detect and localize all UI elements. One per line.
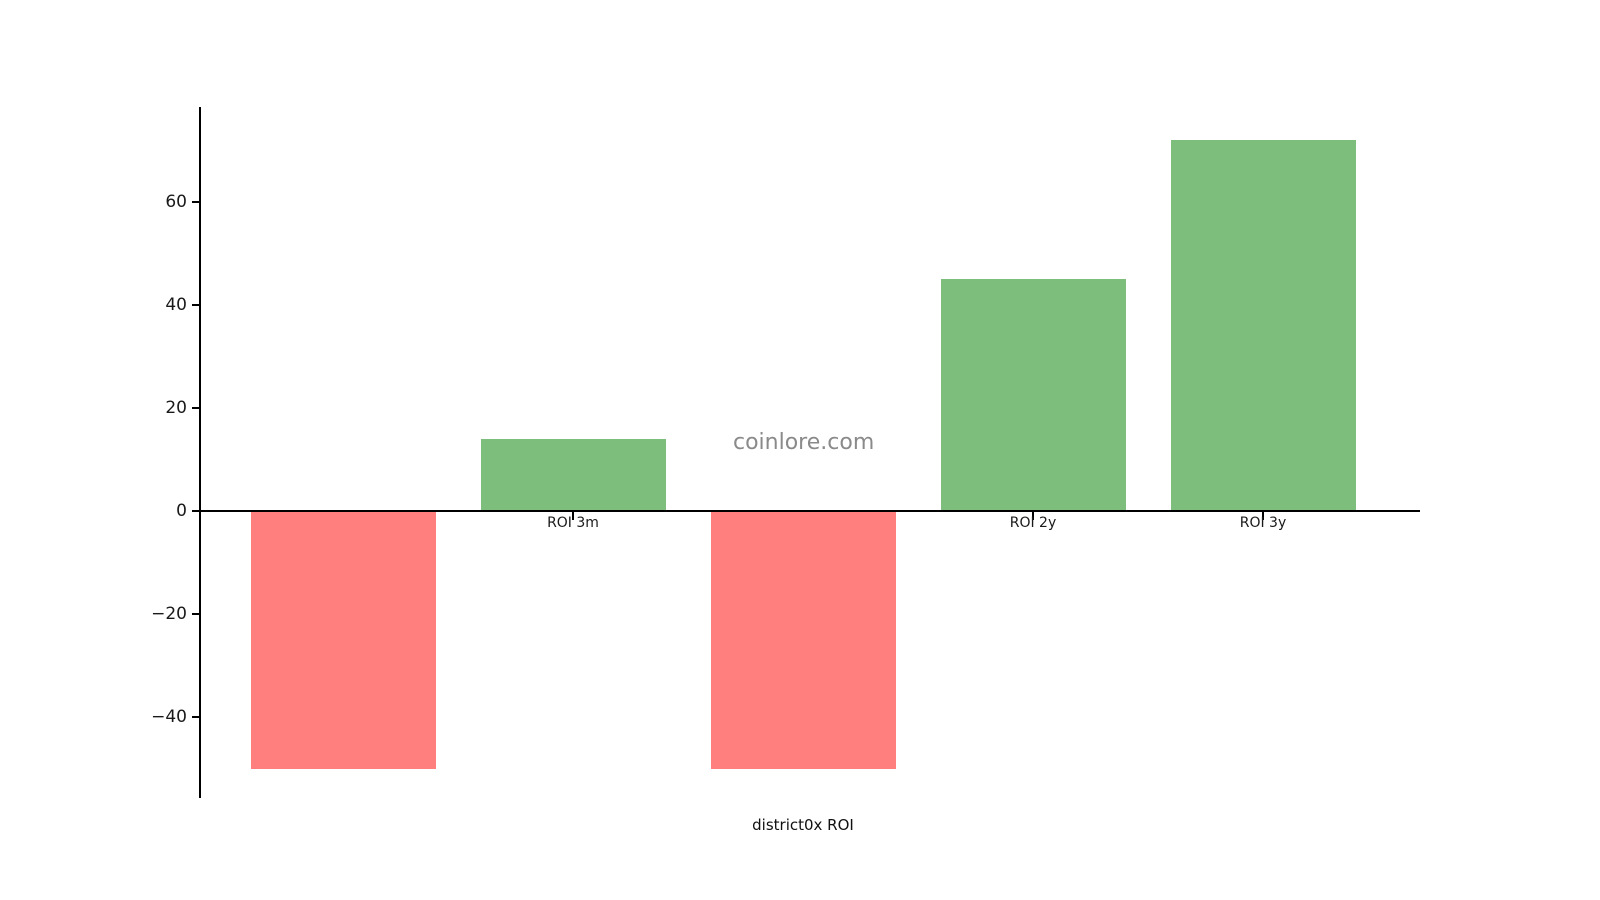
- x-tick-label: ROI 3y: [1239, 515, 1287, 531]
- y-tick: [192, 304, 199, 306]
- bar: [251, 511, 436, 769]
- y-tick: [192, 510, 199, 512]
- bar: [481, 439, 666, 511]
- bar: [1171, 140, 1356, 511]
- x-tick-label: ROI 2y: [1009, 515, 1057, 531]
- x-tick-label: ROI 3m: [547, 515, 599, 531]
- x-tick: [572, 511, 574, 520]
- x-axis-line: [199, 510, 1420, 512]
- watermark: coinlore.com: [733, 430, 875, 455]
- x-tick: [1262, 511, 1264, 520]
- y-axis-spine: [199, 107, 201, 798]
- chart-title: district0x ROI: [752, 816, 854, 834]
- y-tick: [192, 716, 199, 718]
- y-tick-label: 20: [165, 398, 187, 418]
- y-tick-label: 60: [165, 192, 187, 212]
- y-tick: [192, 613, 199, 615]
- bar: [711, 511, 896, 769]
- y-tick-label: 40: [165, 295, 187, 315]
- y-tick: [192, 407, 199, 409]
- bar: [941, 279, 1126, 511]
- x-tick: [1032, 511, 1034, 520]
- y-tick-label: −20: [151, 604, 187, 624]
- y-tick-label: −40: [151, 707, 187, 727]
- y-tick-label: 0: [176, 501, 187, 521]
- y-tick: [192, 201, 199, 203]
